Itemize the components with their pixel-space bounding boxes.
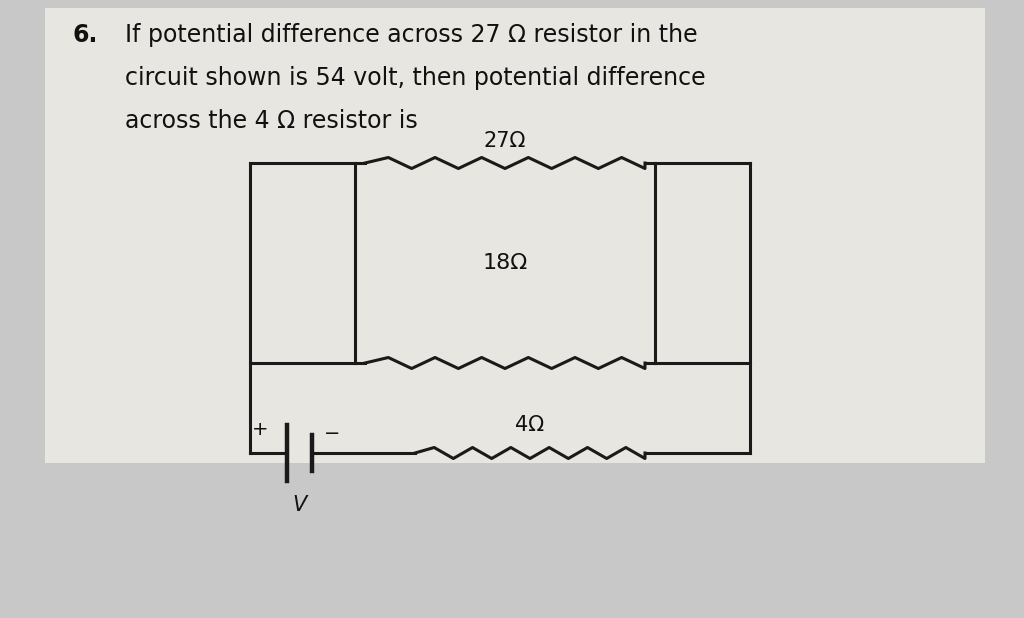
Text: +: + (252, 420, 268, 439)
Text: V: V (292, 495, 306, 515)
Text: circuit shown is 54 volt, then potential difference: circuit shown is 54 volt, then potential… (125, 66, 706, 90)
Text: 6.: 6. (72, 23, 97, 47)
Text: across the 4 Ω resistor is: across the 4 Ω resistor is (125, 109, 418, 133)
Bar (45, 8, 985, 463)
Text: −: − (324, 424, 340, 443)
Text: 27Ω: 27Ω (483, 131, 526, 151)
Text: If potential difference across 27 Ω resistor in the: If potential difference across 27 Ω resi… (125, 23, 697, 47)
Text: 18Ω: 18Ω (482, 253, 527, 273)
Text: 4Ω: 4Ω (515, 415, 545, 435)
